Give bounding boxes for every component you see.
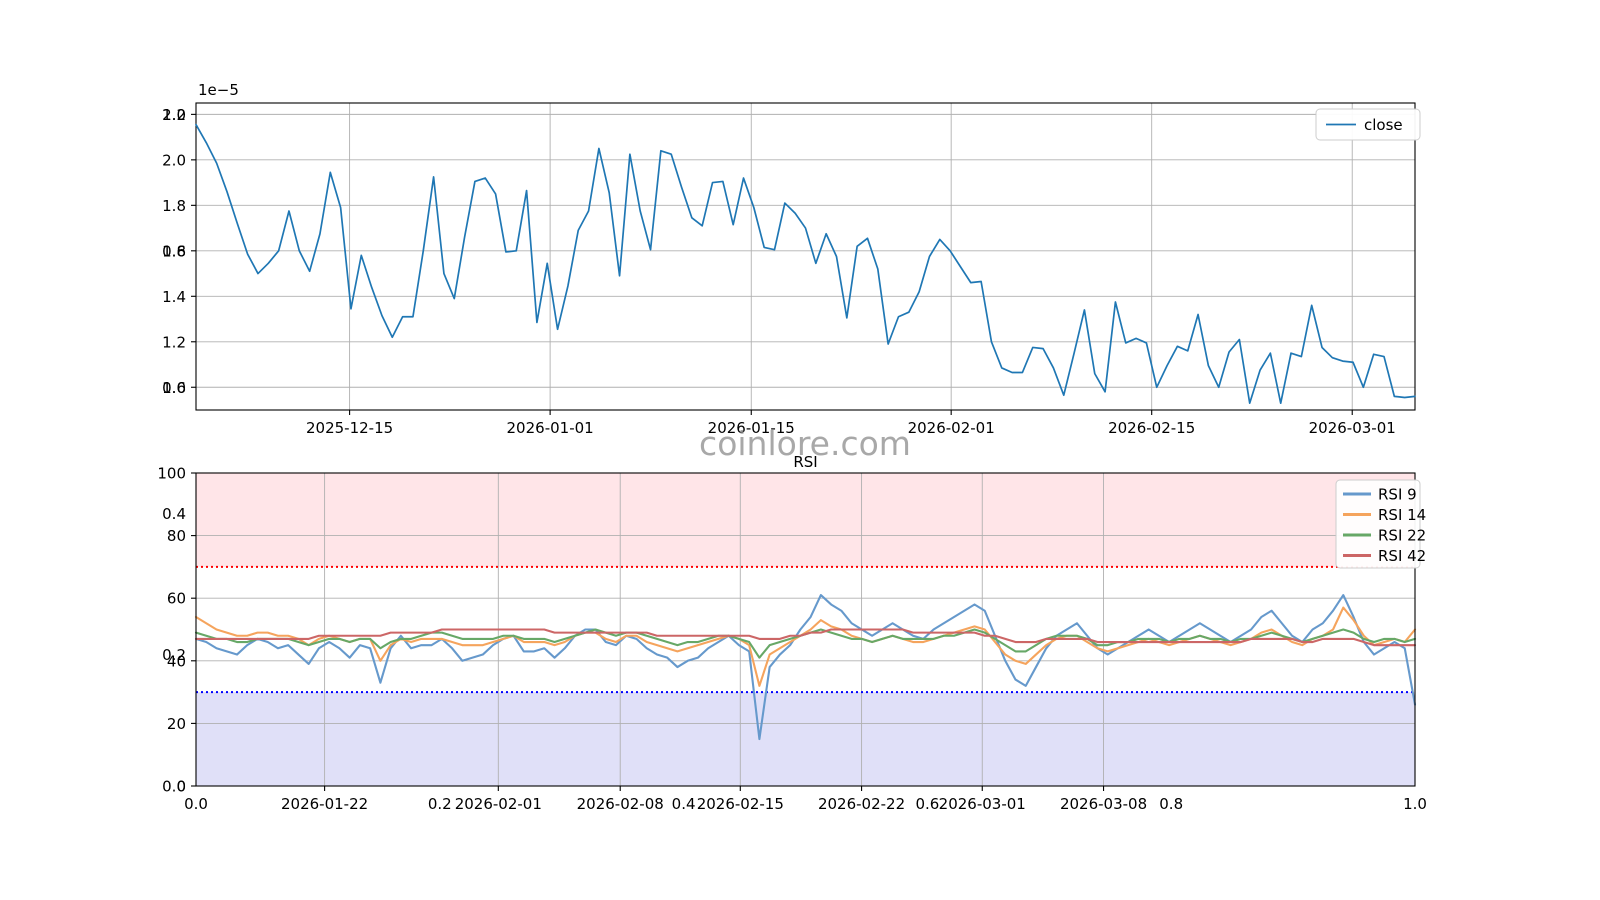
price-ytick-label: 1.8 (162, 197, 186, 215)
rsi-xtick-label: 2026-02-08 (577, 795, 664, 813)
rsi-xtick-label: 2026-03-08 (1060, 795, 1147, 813)
rsi-series-rsi-42 (194, 628, 1417, 647)
rsi-legend[interactable]: RSI 9 RSI 14 RSI 22 RSI 42 (1335, 479, 1426, 569)
rsi-axes-frame (195, 472, 1416, 787)
rsi-ytick-label: 40 (167, 652, 186, 670)
rsi-legend-label-rsi-9: RSI 9 (1378, 486, 1417, 504)
price-xtick-label: 2026-01-01 (507, 419, 594, 437)
rsi-xtick-label: 2026-02-15 (697, 795, 784, 813)
rsi-secondary-xtick-label: 0.8 (1159, 795, 1183, 813)
price-axes-frame (195, 102, 1416, 411)
rsi-xtick-label: 2026-02-01 (455, 795, 542, 813)
rsi-legend-label-rsi-22: RSI 22 (1378, 527, 1426, 545)
price-xtick-label: 2026-03-01 (1309, 419, 1396, 437)
price-secondary-ytick-label: 1.0 (162, 106, 186, 124)
price-xtick-label: 2026-01-15 (708, 419, 795, 437)
rsi-series-rsi-9 (194, 594, 1417, 741)
rsi-legend-label-rsi-14: RSI 14 (1378, 506, 1426, 524)
coinlore-watermark: coinlore.com (699, 424, 911, 463)
rsi-panel-title: RSI (793, 453, 817, 471)
price-secondary-ytick-label: 0.6 (162, 379, 186, 397)
rsi-panel: 0 20 40 60 80 100 0.0 0.2 0.4 2026-01-22 2026-02-0… (157, 465, 1427, 814)
price-secondary-ytick-label: 0.8 (162, 242, 186, 260)
rsi-secondary-ytick-label: 0.0 (162, 778, 186, 796)
rsi-ytick-label: 60 (167, 590, 186, 608)
price-legend[interactable]: close (1315, 108, 1421, 141)
price-ytick-label: 1.6 (162, 242, 186, 260)
rsi-secondary-xtick-label: 0.0 (184, 795, 208, 813)
price-xtick-label: 2026-02-01 (908, 419, 995, 437)
price-ytick-label: 1.0 (162, 379, 186, 397)
rsi-legend-label-rsi-42: RSI 42 (1378, 547, 1426, 565)
rsi-ytick-label: 20 (167, 715, 186, 733)
rsi-oversold-band (196, 692, 1415, 786)
price-legend-label-close: close (1364, 116, 1403, 134)
price-ytick-label: 2.2 (162, 106, 186, 124)
rsi-xtick-label: 2026-03-01 (939, 795, 1026, 813)
price-yaxis-offset-label: 1e−5 (198, 81, 239, 99)
rsi-secondary-xtick-label: 0.6 (915, 795, 939, 813)
price-ytick-label: 1.2 (162, 333, 186, 351)
rsi-secondary-ytick-label: 0.2 (162, 646, 186, 664)
rsi-secondary-ytick-label: 0.4 (162, 505, 186, 523)
price-xtick-label: 2026-02-15 (1108, 419, 1195, 437)
price-ytick-label: 1.4 (162, 288, 186, 306)
rsi-ytick-label: 80 (167, 527, 186, 545)
price-ytick-label: 2.0 (162, 151, 186, 169)
rsi-legend-box (1335, 479, 1421, 569)
rsi-overbought-band (196, 473, 1415, 567)
rsi-secondary-xtick-label: 0.4 (672, 795, 696, 813)
rsi-ytick-label: 0 (176, 778, 186, 796)
price-series-close (195, 123, 1416, 405)
price-xtick-label: 2025-12-15 (306, 419, 393, 437)
rsi-secondary-xtick-label: 0.2 (428, 795, 452, 813)
rsi-ytick-label: 100 (157, 465, 186, 483)
price-panel: 1.01.21.41.61.82.02.21.00.80.62025-12-15… (162, 81, 1416, 437)
rsi-xtick-label: 2026-02-22 (818, 795, 905, 813)
rsi-xtick-label: 2026-01-22 (281, 795, 368, 813)
rsi-secondary-xtick-label: 1.0 (1403, 795, 1427, 813)
price-legend-box (1315, 108, 1421, 141)
